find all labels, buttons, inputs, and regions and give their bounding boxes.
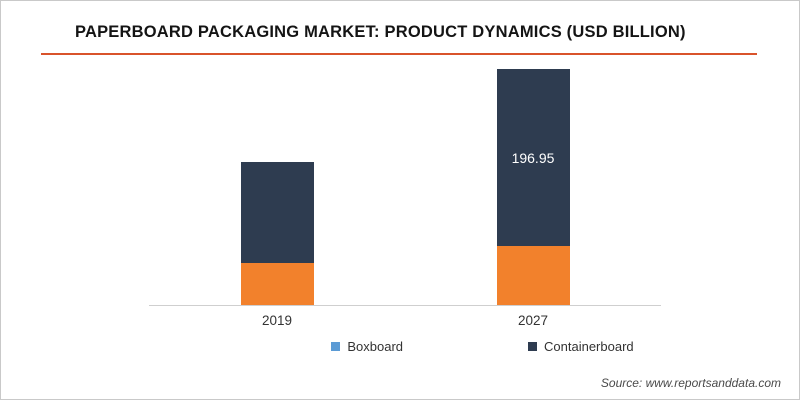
legend-label: Containerboard [544,339,634,354]
legend-label: Boxboard [347,339,404,354]
bar-value-label: 196.95 [511,149,555,166]
plot-area: 196.95 [149,69,661,306]
title-block: PAPERBOARD PACKAGING MARKET: PRODUCT DYN… [41,13,757,55]
bar-2027: 196.95 [496,69,570,305]
legend: Boxboard Containerboard [1,339,799,354]
bar-segment-boxboard-2019 [240,262,314,305]
bar-segment-boxboard-2027 [496,246,570,305]
bar-segment-containerboard-2027: 196.95 [496,69,570,247]
x-tick-2019: 2019 [261,313,293,328]
legend-marker-containerboard [528,342,538,351]
source-attribution: Source: www.reportsanddata.com [600,376,781,390]
chart-container: 196.95 2019 2027 [149,69,661,328]
legend-marker-boxboard [331,342,341,351]
x-tick-2027: 2027 [517,313,549,328]
x-axis-labels: 2019 2027 [149,313,661,328]
legend-item-containerboard: Containerboard [528,339,634,354]
bar-2019 [240,69,314,305]
bar-segment-containerboard-2019 [240,161,314,263]
chart-title: PAPERBOARD PACKAGING MARKET: PRODUCT DYN… [75,23,686,41]
legend-item-boxboard: Boxboard [331,339,403,354]
